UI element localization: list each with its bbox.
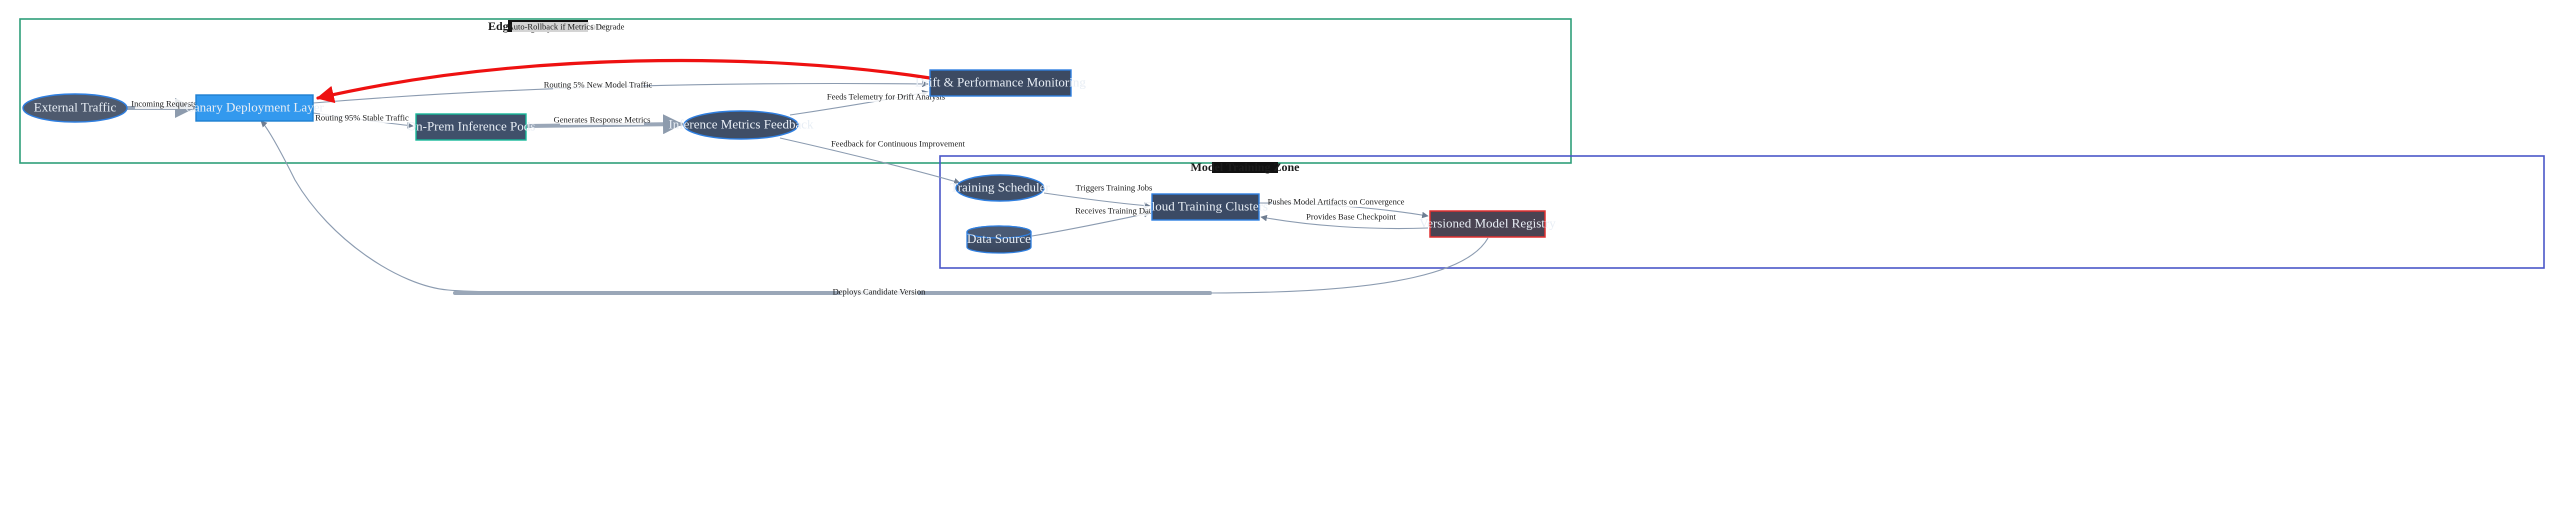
edge-provides-base-checkpoint-label: Provides Base Checkpoint: [1306, 211, 1396, 221]
node-inference-metrics-feedback-shape[interactable]: [683, 110, 799, 140]
edge-pushes-model-artifacts-label: Pushes Model Artifacts on Convergence: [1268, 196, 1405, 206]
node-training-scheduler[interactable]: Training Scheduler: [950, 174, 1050, 202]
node-onprem-inference-pods-shape[interactable]: [415, 113, 527, 141]
edge-provides-base-checkpoint-path: [1260, 214, 1429, 230]
edge-feedback-continuous-improvement-label-bg: [838, 139, 958, 149]
edge-triggers-training-jobs-path: [1043, 192, 1151, 209]
node-data-source[interactable]: Data Source: [966, 225, 1032, 254]
edge-receives-training-data-path: [1031, 210, 1151, 237]
edge-routing-stable-traffic: Routing 95% Stable Traffic: [312, 112, 414, 129]
node-canary-deployment-layer[interactable]: Canary Deployment Layer: [185, 94, 324, 122]
edge-deploys-candidate-version-label-bg: [840, 287, 918, 297]
cluster-model-training: Model Training Zone: [939, 155, 2545, 269]
node-external-traffic-shape[interactable]: [22, 93, 128, 123]
cluster-model-training-title-bg: [1212, 162, 1278, 173]
node-drift-performance-monitoring[interactable]: Drift & Performance Monitoring: [915, 69, 1086, 97]
edge-routing-new-model-traffic-label: Routing 5% New Model Traffic: [544, 79, 653, 89]
edge-routing-stable-traffic-label: Routing 95% Stable Traffic: [315, 112, 409, 122]
edge-triggers-training-jobs: Triggers Training Jobs: [1043, 182, 1153, 209]
node-external-traffic[interactable]: External Traffic: [22, 93, 128, 123]
cluster-model-training-title: Model Training Zone: [1191, 160, 1301, 174]
edge-generates-response-metrics: Generates Response Metrics: [525, 114, 683, 135]
edge-receives-training-data-label-bg: [1078, 206, 1152, 216]
edge-pushes-model-artifacts-label-bg: [1272, 197, 1400, 207]
edge-incoming-requests: Incoming Requests: [126, 98, 197, 118]
edge-feeds-telemetry-label: Feeds Telemetry for Drift Analysis: [827, 91, 945, 101]
edge-auto-rollback: Auto-Rollback if Metrics Degrade: [316, 21, 932, 104]
edge-auto-rollback-label-bg: [512, 22, 620, 32]
cluster-model-training-box: [939, 155, 2545, 269]
cluster-edge-deployment-box: [19, 18, 1572, 164]
edge-incoming-requests-label: Incoming Requests: [131, 98, 196, 108]
edge-triggers-training-jobs-label-bg: [1078, 183, 1150, 193]
node-drift-performance-monitoring-shape[interactable]: [929, 69, 1072, 97]
edge-feeds-telemetry-label-bg: [838, 92, 934, 102]
edge-routing-new-model-traffic: Routing 5% New Model Traffic: [312, 79, 929, 104]
node-versioned-model-registry-shape[interactable]: [1429, 210, 1546, 238]
edge-feedback-continuous-improvement: Feedback for Continuous Improvement: [779, 137, 966, 185]
node-cloud-training-clusters[interactable]: Cloud Training Clusters: [1143, 193, 1268, 221]
edge-receives-training-data: Receives Training Data: [1031, 205, 1155, 237]
edge-feedback-continuous-improvement-label: Feedback for Continuous Improvement: [831, 138, 965, 148]
edge-triggers-training-jobs-label: Triggers Training Jobs: [1076, 182, 1153, 192]
edge-deploys-candidate-version: Deploys Candidate Version: [260, 120, 1489, 297]
node-canary-deployment-layer-shape[interactable]: [195, 94, 314, 122]
node-onprem-inference-pods[interactable]: On-Prem Inference Pods: [407, 113, 536, 141]
edge-feeds-telemetry: Feeds Telemetry for Drift Analysis: [789, 89, 945, 116]
node-versioned-model-registry[interactable]: Versioned Model Registry: [1419, 210, 1556, 238]
edge-receives-training-data-label: Receives Training Data: [1075, 205, 1155, 215]
edge-generates-response-metrics-label: Generates Response Metrics: [554, 114, 651, 124]
edge-auto-rollback-label: Auto-Rollback if Metrics Degrade: [508, 21, 625, 31]
edge-feedback-continuous-improvement-path: [779, 137, 961, 185]
edge-routing-new-model-traffic-label-bg: [553, 80, 643, 90]
edge-provides-base-checkpoint: Provides Base Checkpoint: [1260, 211, 1429, 230]
node-cloud-training-clusters-shape[interactable]: [1151, 193, 1260, 221]
node-training-scheduler-shape[interactable]: [955, 174, 1045, 202]
edge-incoming-requests-label-bg: [135, 99, 193, 109]
edge-auto-rollback-path: [316, 58, 932, 104]
edge-deploys-candidate-version-label: Deploys Candidate Version: [833, 286, 927, 296]
edge-pushes-model-artifacts: Pushes Model Artifacts on Convergence: [1258, 196, 1429, 219]
edge-routing-stable-traffic-label-bg: [320, 113, 404, 123]
edge-provides-base-checkpoint-label-bg: [1310, 212, 1392, 222]
edge-generates-response-metrics-label-bg: [560, 115, 644, 125]
node-data-source-cylinder-top: [966, 225, 1032, 239]
